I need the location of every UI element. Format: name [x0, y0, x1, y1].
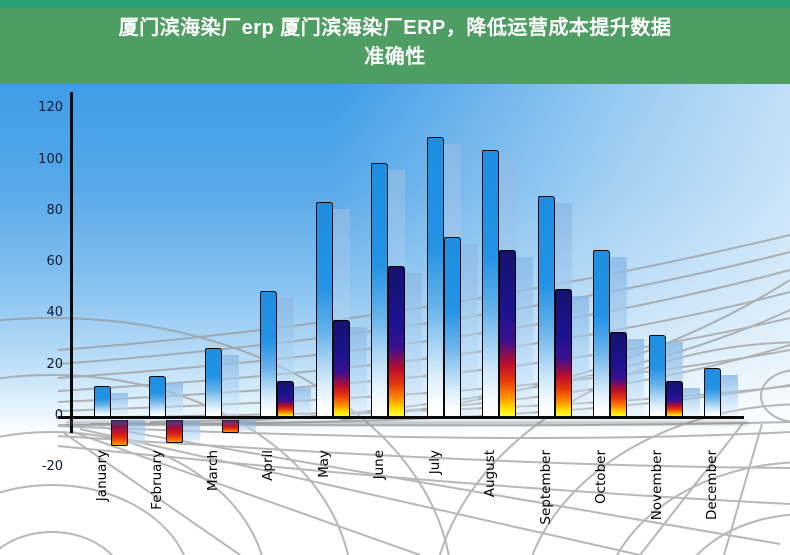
bar-shadow-july-secondary: [460, 244, 478, 417]
y-tick-100: 100: [38, 151, 63, 167]
bar-february-secondary: [166, 420, 184, 444]
bar-march-primary: [204, 347, 222, 417]
bar-june-secondary: [388, 265, 406, 417]
x-label-november: November: [648, 450, 665, 521]
bar-october-secondary: [610, 332, 628, 417]
page-title: 厦门滨海染厂erp 厦门滨海染厂ERP，降低运营成本提升数据 准确性: [0, 0, 790, 72]
x-label-april: April: [260, 450, 277, 481]
bar-shadow-january-primary: [111, 393, 128, 417]
x-label-january: January: [94, 450, 110, 502]
y-tick-0: 0: [54, 408, 63, 423]
bar-shadow-november-secondary: [682, 388, 700, 417]
bar-shadow-february-secondary: [183, 420, 201, 442]
y-tick-80: 80: [46, 202, 63, 218]
x-label-october: October: [593, 450, 610, 505]
y-tick--20: -20: [41, 459, 63, 475]
y-tick-40: 40: [46, 305, 63, 321]
banner-top-strip: [0, 0, 790, 8]
x-label-july: July: [426, 450, 443, 475]
page-title-line2: 准确性: [364, 46, 426, 68]
bar-november-primary: [648, 334, 666, 417]
x-label-september: September: [537, 450, 554, 525]
bar-shadow-january-secondary: [128, 420, 145, 444]
bar-august-secondary: [499, 250, 517, 417]
bar-april-primary: [260, 291, 278, 417]
bar-shadow-september-secondary: [571, 295, 589, 417]
bar-december-primary: [703, 368, 721, 417]
bar-may-secondary: [332, 319, 350, 417]
title-banner: 厦门滨海染厂erp 厦门滨海染厂ERP，降低运营成本提升数据 准确性: [0, 0, 790, 84]
x-axis-shadow: [66, 421, 748, 425]
bar-july-secondary: [443, 237, 461, 417]
y-tick-20: 20: [46, 356, 63, 372]
bar-may-primary: [315, 201, 333, 417]
x-axis-zero-line: [58, 416, 744, 419]
bar-september-primary: [537, 196, 555, 417]
bar-march-secondary: [221, 420, 239, 433]
x-label-august: August: [482, 450, 499, 498]
bar-shadow-december-primary: [720, 375, 738, 417]
chart-area: 120 100 80 60 40 20 0 -20 January February March A…: [0, 84, 790, 555]
page-title-line1: 厦门滨海染厂erp 厦门滨海染厂ERP，降低运营成本提升数据: [118, 17, 672, 39]
bar-october-primary: [593, 250, 611, 417]
bar-april-secondary: [277, 381, 295, 417]
bar-august-primary: [482, 150, 500, 417]
bar-january-primary: [94, 386, 111, 417]
y-tick-60: 60: [46, 254, 63, 270]
bar-shadow-april-secondary: [294, 388, 312, 417]
x-label-june: June: [371, 450, 388, 480]
bar-july-primary: [426, 137, 444, 417]
x-label-may: May: [315, 450, 332, 478]
bar-shadow-february-primary: [166, 382, 184, 417]
bar-january-secondary: [111, 420, 128, 446]
bar-november-secondary: [665, 381, 683, 417]
x-label-february: February: [149, 450, 166, 510]
bar-february-primary: [149, 375, 167, 417]
bar-shadow-march-secondary: [238, 420, 256, 431]
bar-shadow-october-secondary: [627, 339, 645, 417]
bar-shadow-march-primary: [221, 354, 239, 417]
bar-june-primary: [371, 163, 389, 417]
y-tick-120: 120: [38, 100, 63, 116]
y-axis-line: [70, 92, 73, 433]
bar-shadow-august-secondary: [516, 257, 534, 417]
x-label-march: March: [204, 450, 221, 492]
bar-september-secondary: [554, 288, 572, 417]
x-label-december: December: [703, 450, 720, 521]
bar-shadow-june-secondary: [405, 272, 423, 417]
bar-shadow-may-secondary: [349, 326, 367, 417]
